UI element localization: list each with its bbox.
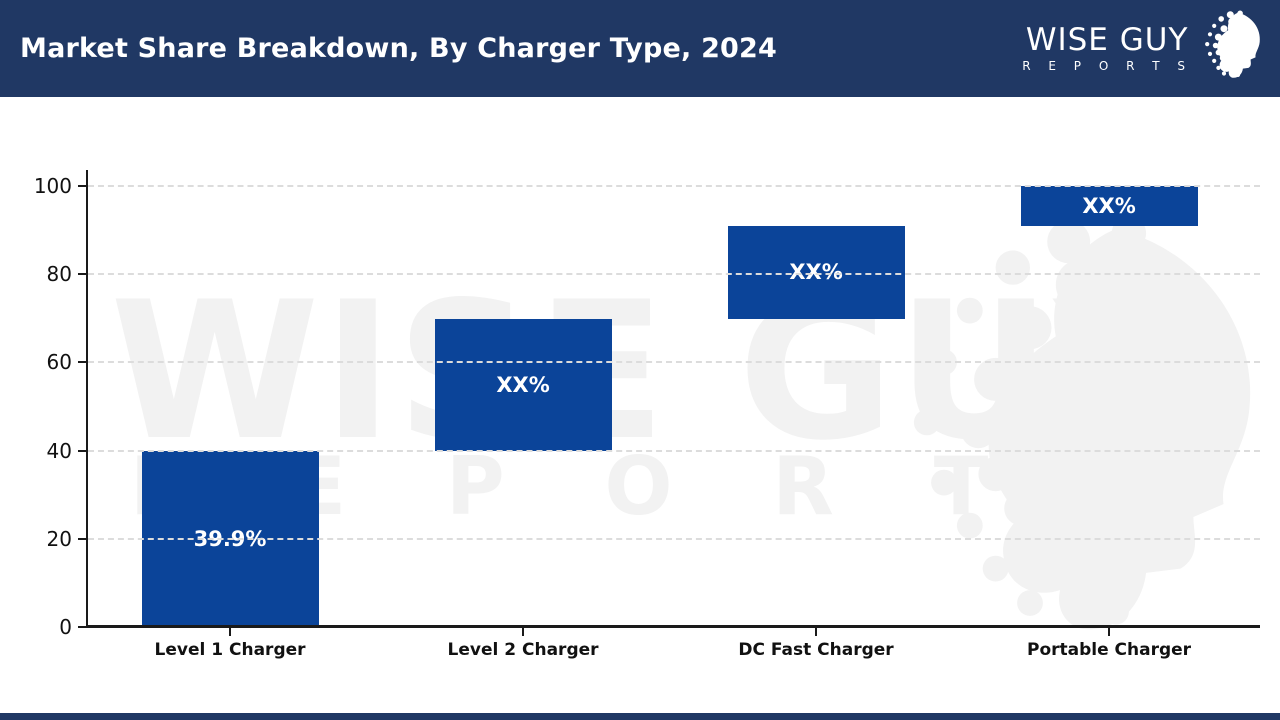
bar-value-label-level-2-charger: XX% [496,372,550,397]
bar-value-label-dc-fast-charger: XX% [789,260,843,285]
x-tick-label-level-2-charger: Level 2 Charger [447,640,599,660]
footer-bar [0,713,1280,720]
y-tick-label-40: 40 [46,438,72,463]
brand-logo-text: WISE GUY R E P O R T S [1022,24,1192,74]
x-tick-level-2-charger [522,628,525,636]
y-tick-40 [78,449,86,452]
plot-area: 39.9% XX% XX% XX% [88,185,1260,627]
x-tick-label-portable-charger: Portable Charger [1026,640,1192,660]
gridline-80 [88,273,1260,276]
y-tick-60 [78,361,86,364]
page-title: Market Share Breakdown, By Charger Type,… [20,33,778,64]
y-axis [86,170,88,628]
x-tick-label-dc-fast-charger: DC Fast Charger [738,640,894,660]
x-tick-dc-fast-charger [815,628,818,636]
gridline-40 [88,449,1260,452]
y-tick-80 [78,273,86,276]
y-tick-0 [78,626,86,628]
y-tick-label-80: 80 [46,262,72,287]
bar-level-2-charger: XX% [434,318,612,452]
brand-name: WISE GUY [1025,21,1189,58]
x-tick-portable-charger [1108,628,1111,636]
brand-subtitle: R E P O R T S [1022,59,1192,74]
y-tick-20 [78,537,86,540]
y-tick-label-100: 100 [33,174,72,198]
wiseguy-head-icon [1196,9,1266,89]
gridline-20 [88,537,1260,540]
bar-value-label-portable-charger: XX% [1082,193,1136,218]
x-tick-level-1-charger [229,628,232,636]
x-axis [86,625,1260,628]
x-tick-label-level-1-charger: Level 1 Charger [154,640,306,660]
y-tick-100 [78,185,86,187]
brand-logo: WISE GUY R E P O R T S [1022,9,1266,89]
bar-portable-charger: XX% [1020,186,1198,226]
y-tick-label-20: 20 [46,526,72,551]
gridline-60 [88,361,1260,364]
bar-dc-fast-charger: XX% [727,225,905,319]
y-tick-label-0: 0 [59,615,72,639]
app-header: Market Share Breakdown, By Charger Type,… [0,0,1280,97]
gridline-100 [88,185,1260,187]
watermark: WISE GUY R E P O R T S [0,97,1280,713]
y-tick-label-60: 60 [46,350,72,375]
